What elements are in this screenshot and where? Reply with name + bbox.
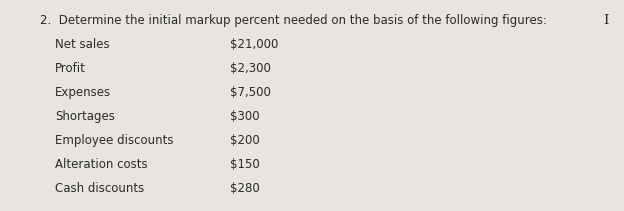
Text: $7,500: $7,500 (230, 86, 271, 99)
Text: Cash discounts: Cash discounts (55, 182, 144, 195)
Text: $280: $280 (230, 182, 260, 195)
Text: $200: $200 (230, 134, 260, 147)
Text: $300: $300 (230, 110, 260, 123)
Text: $21,000: $21,000 (230, 38, 278, 51)
Text: Shortages: Shortages (55, 110, 115, 123)
Text: $150: $150 (230, 158, 260, 171)
Text: Net sales: Net sales (55, 38, 110, 51)
Text: Alteration costs: Alteration costs (55, 158, 148, 171)
Text: Employee discounts: Employee discounts (55, 134, 173, 147)
Text: Expenses: Expenses (55, 86, 111, 99)
Text: $2,300: $2,300 (230, 62, 271, 75)
Text: Profit: Profit (55, 62, 86, 75)
Text: 2.  Determine the initial markup percent needed on the basis of the following fi: 2. Determine the initial markup percent … (40, 14, 547, 27)
Text: I: I (603, 14, 608, 27)
